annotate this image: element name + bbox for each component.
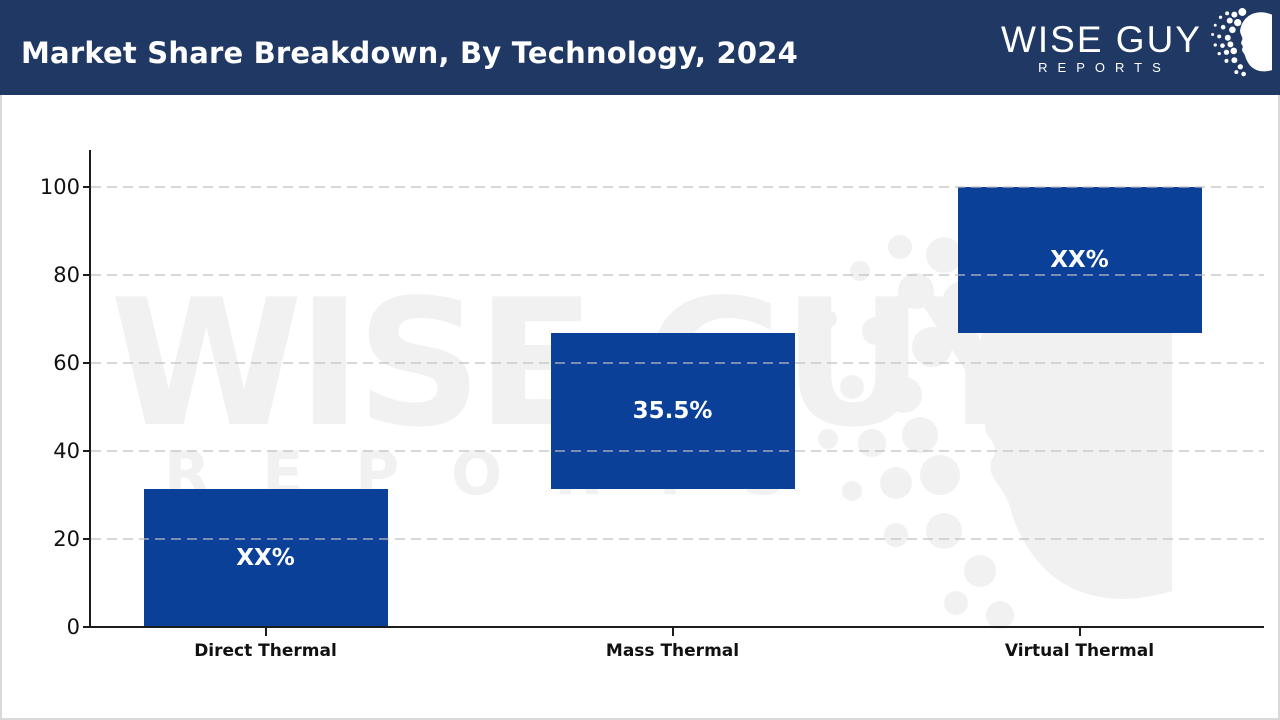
bar-value-label: XX%	[1050, 247, 1109, 274]
y-tick-label: 0	[66, 615, 80, 639]
logo-face-icon	[1206, 8, 1272, 88]
logo-subtext: REPORTS	[1038, 60, 1171, 75]
x-tick-mark	[1078, 628, 1081, 636]
gridline	[91, 538, 1264, 540]
y-tick-label: 20	[53, 527, 80, 551]
x-tick-mark	[264, 628, 267, 636]
y-tick-mark	[83, 186, 90, 188]
plot-bars: XX% 35.5% XX%	[2, 95, 1278, 718]
y-axis-line	[89, 150, 91, 628]
plot-axes: 0 20 40 60 80 100 Direct Thermal Mass Thermal V…	[2, 95, 1278, 718]
gridline	[91, 450, 1264, 452]
x-category-label: Virtual Thermal	[1004, 641, 1155, 661]
x-axis-line	[89, 626, 1264, 628]
y-tick-mark	[83, 450, 90, 452]
header-bar: Market Share Breakdown, By Technology, 2…	[0, 0, 1280, 95]
y-tick-label: 100	[39, 175, 80, 199]
x-category-label: Mass Thermal	[605, 641, 740, 661]
bar-mass-thermal: 35.5%	[550, 333, 795, 490]
logo-wordmark: WISE GUY	[1000, 19, 1202, 60]
y-tick-label: 40	[53, 439, 80, 463]
y-tick-label: 80	[53, 263, 80, 287]
y-tick-mark	[83, 274, 90, 276]
y-tick-mark	[83, 362, 90, 364]
logo-text: WISE GUY REPORTS	[1000, 19, 1202, 76]
bar-value-label: 35.5%	[632, 398, 713, 425]
x-tick-mark	[671, 628, 674, 636]
gridline	[91, 186, 1264, 188]
wise-guy-reports-logo: WISE GUY REPORTS	[1001, 5, 1272, 91]
x-category-label: Direct Thermal	[194, 641, 337, 661]
plot-gridlines	[2, 95, 1278, 718]
chart-body: WISE GUY REPORTS XX% 35.5% XX%	[0, 95, 1280, 720]
y-tick-mark	[83, 538, 90, 540]
bar-virtual-thermal: XX%	[957, 187, 1202, 334]
y-tick-label: 60	[53, 351, 80, 375]
y-tick-mark	[83, 626, 90, 628]
gridline	[91, 362, 1264, 364]
bar-direct-thermal: XX%	[143, 489, 388, 627]
chart-title: Market Share Breakdown, By Technology, 2…	[21, 36, 799, 70]
gridline	[91, 274, 1264, 276]
bar-value-label: XX%	[236, 545, 295, 572]
